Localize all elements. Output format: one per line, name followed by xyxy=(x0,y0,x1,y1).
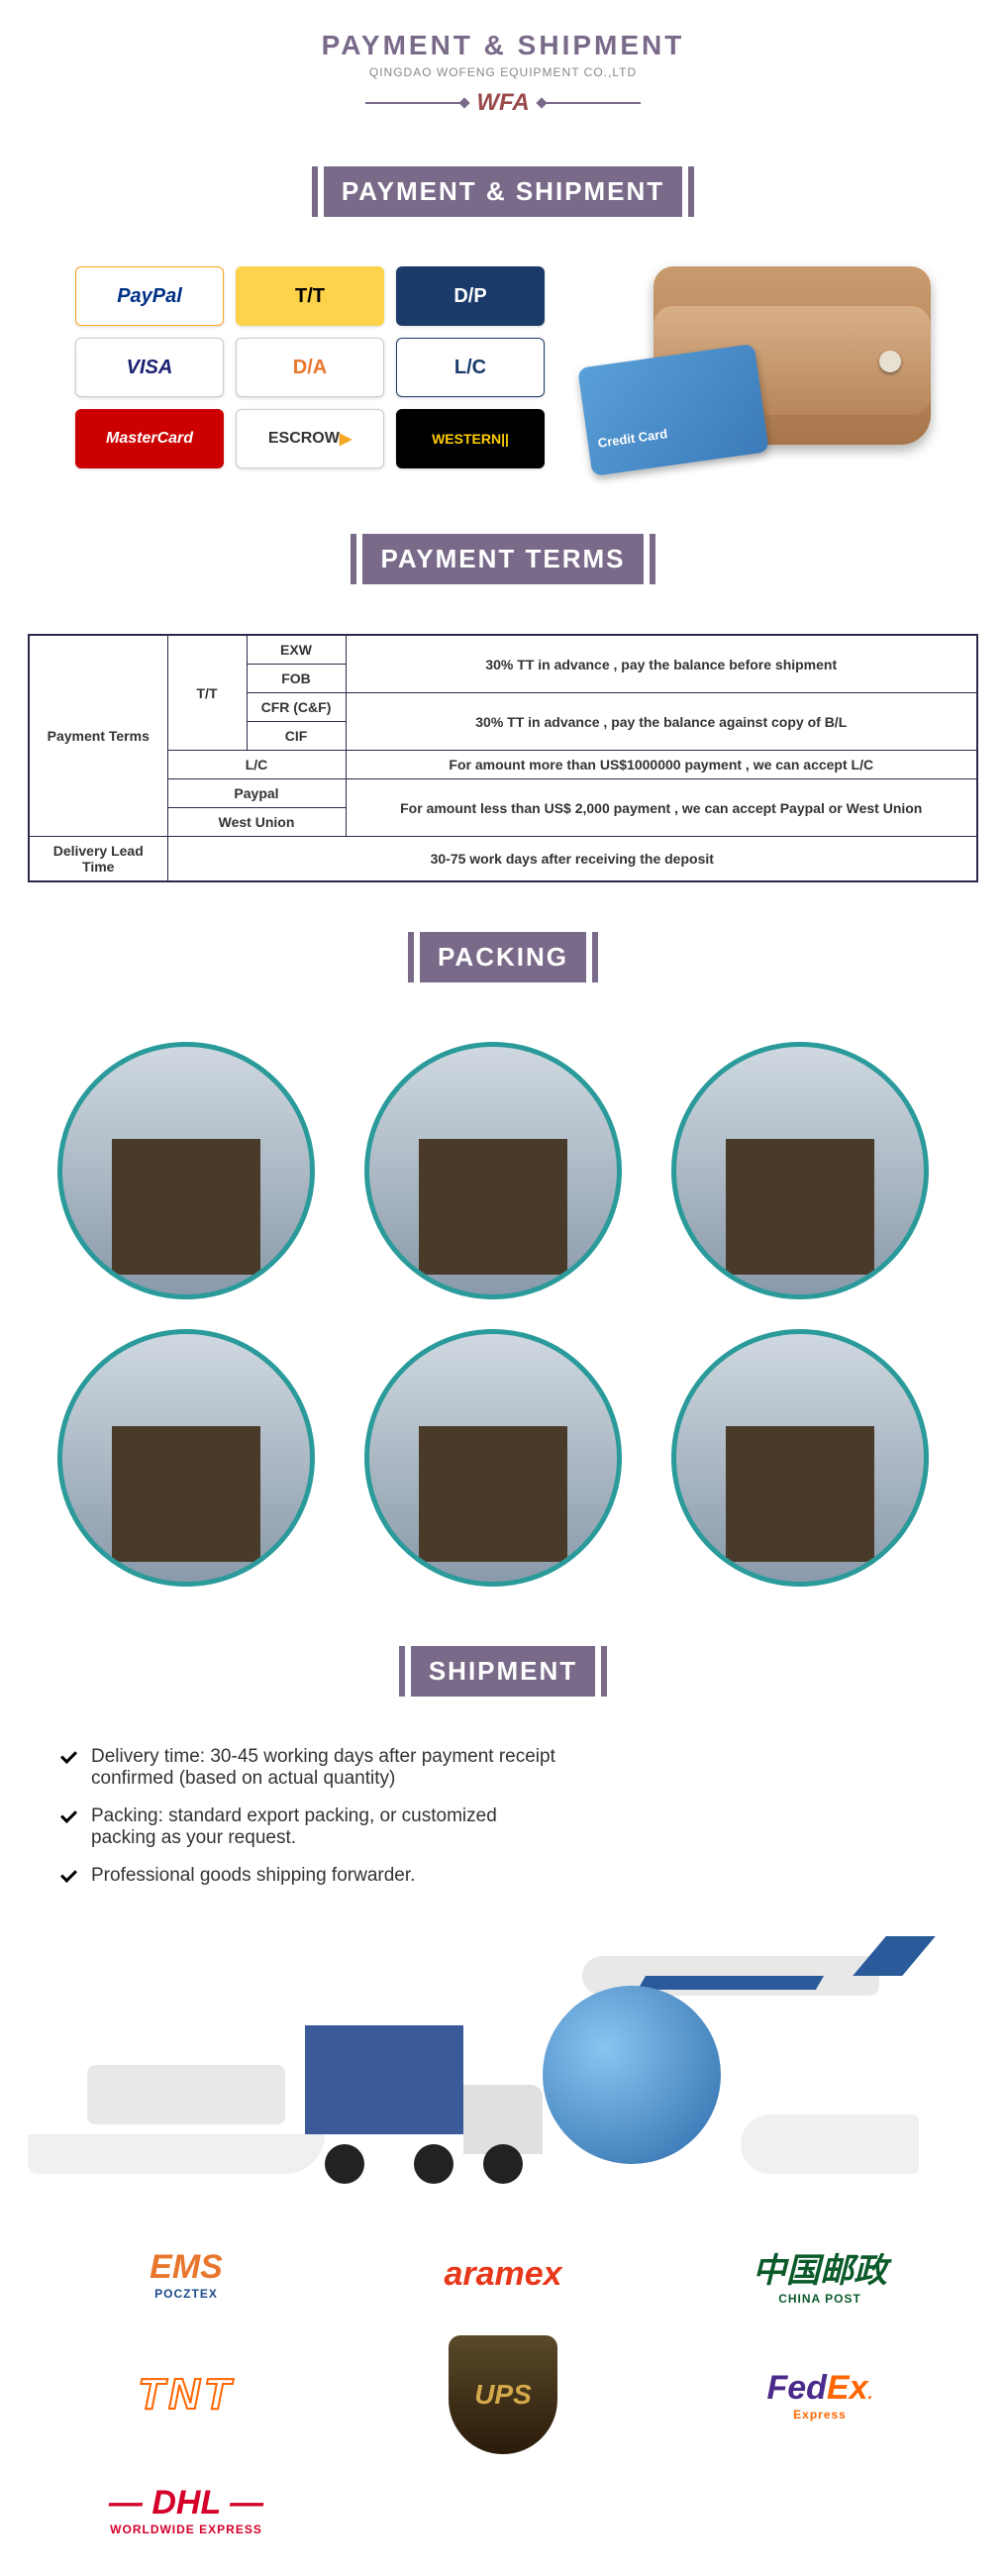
check-icon xyxy=(57,1746,79,1768)
carrier-logo: EMSPOCZTEX xyxy=(57,2248,315,2301)
packing-photos-grid xyxy=(0,1042,1006,1587)
banner-packing: PACKING xyxy=(408,932,598,982)
globe-icon xyxy=(543,1986,721,2164)
tt-exw: EXW xyxy=(247,635,346,665)
carrier-logo: UPS xyxy=(449,2335,557,2454)
shipment-item: Professional goods shipping forwarder. xyxy=(57,1865,949,1887)
carrier-logo: aramex xyxy=(374,2255,632,2294)
tt-fob: FOB xyxy=(247,665,346,693)
packing-photo xyxy=(671,1329,929,1587)
shipping-illustration xyxy=(28,1906,978,2204)
packing-photo xyxy=(57,1042,315,1299)
carrier-logo: FedEx.Express xyxy=(691,2369,949,2421)
payment-badge: ESCROW ▶ xyxy=(236,409,384,468)
packing-photo xyxy=(57,1329,315,1587)
delivery-label: Delivery Lead Time xyxy=(29,837,167,882)
ship-icon xyxy=(28,2055,345,2174)
packing-photo xyxy=(364,1329,622,1587)
banner-shipment: SHIPMENT xyxy=(399,1646,607,1697)
carrier-logo: 中国邮政CHINA POST xyxy=(691,2243,949,2306)
payment-terms-table: Payment Terms T/T EXW 30% TT in advance … xyxy=(28,634,978,882)
delivery-desc: 30-75 work days after receiving the depo… xyxy=(167,837,977,882)
header-subtitle: QINGDAO WOFENG EQUIPMENT CO.,LTD xyxy=(0,65,1006,79)
carrier-logos-grid: EMSPOCZTEX aramex 中国邮政CHINA POST TNT UPS FedE… xyxy=(57,2243,949,2536)
logo-divider: WFA xyxy=(0,89,1006,117)
check-icon xyxy=(57,1805,79,1827)
table-row-label: Payment Terms xyxy=(29,635,167,837)
payment-badge: D/P xyxy=(396,266,545,326)
wallet-illustration: Credit Card xyxy=(584,266,931,484)
header-title: PAYMENT & SHIPMENT xyxy=(0,30,1006,61)
packing-photo xyxy=(364,1042,622,1299)
payment-badge: VISA xyxy=(75,338,224,397)
payment-badge: D/A xyxy=(236,338,384,397)
page-header: PAYMENT & SHIPMENT QINGDAO WOFENG EQUIPM… xyxy=(0,0,1006,137)
payment-badge: T/T xyxy=(236,266,384,326)
shipment-list: Delivery time: 30-45 working days after … xyxy=(57,1746,949,1887)
paypal-label: Paypal xyxy=(168,779,346,808)
logo-text: WFA xyxy=(476,89,529,117)
lc-desc: For amount more than US$1000000 payment … xyxy=(346,751,977,779)
check-icon xyxy=(57,1865,79,1887)
truck-icon xyxy=(305,2025,562,2184)
payment-badge: PayPal xyxy=(75,266,224,326)
shipment-item: Delivery time: 30-45 working days after … xyxy=(57,1746,949,1790)
payment-badge: WESTERN|| xyxy=(396,409,545,468)
banner-payment-shipment: PAYMENT & SHIPMENT xyxy=(312,166,694,217)
tt-desc2: 30% TT in advance , pay the balance agai… xyxy=(346,693,977,751)
train-icon xyxy=(741,2095,978,2184)
tt-desc1: 30% TT in advance , pay the balance befo… xyxy=(346,635,977,693)
wu-label: West Union xyxy=(168,808,346,836)
carrier-logo: TNT xyxy=(57,2370,315,2420)
lc-label: L/C xyxy=(167,751,346,779)
tt-cfr: CFR (C&F) xyxy=(247,693,346,722)
payment-badge: L/C xyxy=(396,338,545,397)
carrier-logo: — DHL —WORLDWIDE EXPRESS xyxy=(57,2484,315,2536)
credit-card-icon: Credit Card xyxy=(577,344,769,476)
payment-methods-row: PayPalT/TD/P VISAD/AL/C MasterCardESCROW ▶… xyxy=(0,266,1006,484)
payment-badge-grid: PayPalT/TD/P VISAD/AL/C MasterCardESCROW ▶… xyxy=(75,266,545,468)
paypal-desc: For amount less than US$ 2,000 payment ,… xyxy=(346,779,977,837)
packing-photo xyxy=(671,1042,929,1299)
shipment-item: Packing: standard export packing, or cus… xyxy=(57,1805,949,1849)
banner-payment-terms: PAYMENT TERMS xyxy=(351,534,654,584)
tt-label: T/T xyxy=(167,635,247,751)
payment-badge: MasterCard xyxy=(75,409,224,468)
tt-cif: CIF xyxy=(247,722,346,751)
